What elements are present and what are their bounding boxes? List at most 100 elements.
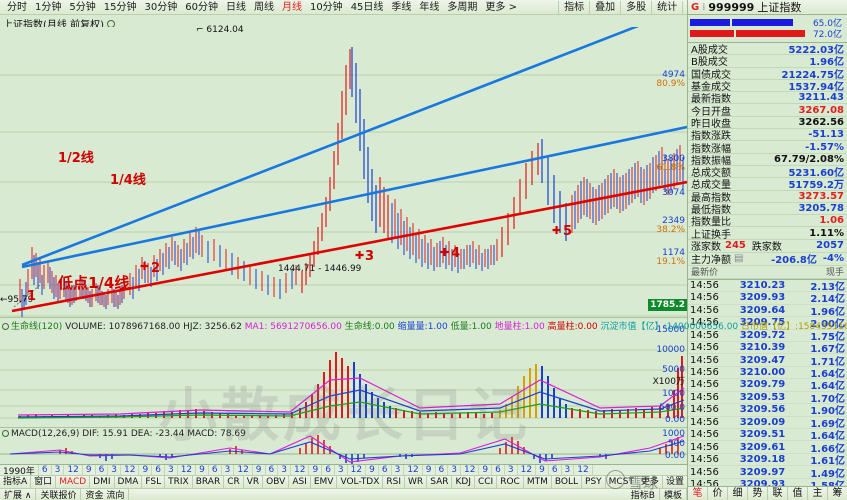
quote-tab-4[interactable]: 联 [768,487,788,500]
indicator-tab-20[interactable]: MTM [524,476,552,488]
indicator-tab-6[interactable]: TRIX [165,476,193,488]
indicator-tab-14[interactable]: RSI [383,476,406,488]
indicator-tab-16[interactable]: SAR [427,476,453,488]
net-flow-row: 主力净额 ▤ -206.8亿 -4% [688,253,847,266]
period-10[interactable]: 45日线 [350,1,384,13]
period-5[interactable]: 60分钟 [185,1,218,13]
quote-tab-3[interactable]: 势 [748,487,768,500]
indicator-tab-21[interactable]: BOLL [552,476,583,488]
tick-row-12[interactable]: 14:56 3209.51 1.64亿 [688,429,847,442]
status-right-0[interactable]: 指标B [627,488,660,500]
tick-qty-14: 1.61亿 [810,456,845,468]
quote-tab-0[interactable]: 笔 [688,487,708,500]
quote-tab-2[interactable]: 细 [728,487,748,500]
status-item-1[interactable]: 关联报价 [36,488,82,500]
tick-row-3[interactable]: 14:56 3209.75 2.00亿 [688,317,847,330]
quote-tab-7[interactable]: 筹 [828,487,847,500]
indicator-tab-24[interactable]: 更多 [638,476,663,488]
time-axis-tick-26: 3 [392,465,405,475]
quote-panel: G ⁞ 999999 上证指数 65.0亿 72.0亿 A股成交 5222.03亿… [687,0,847,500]
time-axis-tick-35: 12 [518,465,537,475]
quote-tab-1[interactable]: 价 [708,487,728,500]
tick-list[interactable]: 14:56 3210.23 2.13亿 14:56 3209.93 2.14亿 14:56 3… [688,278,847,500]
period-6[interactable]: 日线 [225,1,246,13]
macd-panel[interactable]: MACD(12,26,9) DIF: 15.91 DEA: -23.44 MAC… [0,427,687,464]
tick-row-5[interactable]: 14:56 3210.39 1.67亿 [688,342,847,355]
wave-marker-5: 5 [563,224,573,239]
tick-row-1[interactable]: 14:56 3209.93 2.14亿 [688,292,847,305]
panel-toggle-icon[interactable] [2,323,9,330]
tick-time-3: 14:56 [690,317,719,329]
tick-row-8[interactable]: 14:56 3209.79 1.64亿 [688,379,847,392]
period-11[interactable]: 季线 [391,1,412,13]
indicator-tab-0[interactable]: 指标A [0,476,32,488]
tick-price-6: 3209.47 [739,354,786,366]
quote-tab-6[interactable]: 主 [808,487,828,500]
indicator-tab-10[interactable]: OBV [263,476,290,488]
tick-row-2[interactable]: 14:56 3209.64 1.96亿 [688,305,847,318]
tick-row-10[interactable]: 14:56 3209.56 1.90亿 [688,404,847,417]
indicator-tab-19[interactable]: ROC [497,476,524,488]
tool-0[interactable]: 指标 [558,0,591,14]
tick-row-13[interactable]: 14:56 3209.61 1.66亿 [688,441,847,455]
indicator-tab-12[interactable]: EMV [311,476,338,488]
tick-time-13: 14:56 [690,441,719,453]
stat-value-12: 3273.57 [798,190,844,202]
time-axis-tick-6: 3 [108,465,122,475]
indicator-tab-3[interactable]: DMI [90,476,115,488]
quote-tab-5[interactable]: 值 [788,487,808,500]
tick-row-0[interactable]: 14:56 3210.23 2.13亿 [688,280,847,293]
period-12[interactable]: 年线 [419,1,440,13]
period-2[interactable]: 5分钟 [69,1,96,13]
tick-row-15[interactable]: 14:56 3209.97 1.49亿 [688,466,847,480]
indicator-tab-1[interactable]: 窗口 [31,476,57,488]
period-13[interactable]: 多周期 [447,1,478,13]
status-right-1[interactable]: 模板 [660,488,687,500]
blue-bar-label: 65.0亿 [812,18,842,29]
stat-value-2: 21224.75亿 [781,69,844,81]
indicator-tab-17[interactable]: KDJ [452,476,475,488]
volume-panel[interactable]: 生命线(120) VOLUME: 1078967168.00 HJZ: 3256… [0,317,847,427]
indicator-tab-23[interactable]: MCST [606,476,638,488]
period-3[interactable]: 15分钟 [103,1,137,13]
indicator-tab-9[interactable]: VR [244,476,264,488]
indicator-tab-25[interactable]: 设置 [663,476,687,488]
indicator-tab-22[interactable]: PSY [582,476,606,488]
indicator-tab-18[interactable]: CCI [475,476,498,488]
indicator-tab-11[interactable]: ASI [289,476,311,488]
tick-row-11[interactable]: 14:56 3209.09 1.69亿 [688,417,847,430]
tick-qty-6: 1.71亿 [810,356,845,368]
tick-time-14: 14:56 [690,454,719,466]
tick-row-6[interactable]: 14:56 3209.47 1.71亿 [688,354,847,368]
indicator-tab-4[interactable]: DMA [115,476,143,488]
period-4[interactable]: 30分钟 [144,1,178,13]
tool-1[interactable]: 叠加 [590,0,622,14]
status-item-2[interactable]: 资金 流向 [81,488,130,500]
status-item-0[interactable]: 扩展 ∧ [0,488,37,500]
period-1[interactable]: 1分钟 [35,1,62,13]
period-8[interactable]: 月线 [281,1,302,13]
indicator-tab-7[interactable]: BRAR [193,476,225,488]
indicator-tab-13[interactable]: VOL-TDX [337,476,384,488]
tick-row-9[interactable]: 14:56 3209.53 1.70亿 [688,392,847,405]
indicator-tab-5[interactable]: FSL [142,476,166,488]
marker-2-arrow-icon: ✚ [140,260,150,273]
tick-row-14[interactable]: 14:56 3209.18 1.61亿 [688,454,847,468]
period-0[interactable]: 分时 [7,1,27,13]
period-9[interactable]: 10分钟 [309,1,343,13]
time-axis-tick-3: 12 [64,465,83,475]
price-chart[interactable]: ⌐ 6124.04 ←95.79 1/2线 1/4线 低点1/4线 1444.7… [0,25,687,317]
tick-qty-13: 1.66亿 [810,443,845,455]
tool-3[interactable]: 统计 [652,0,684,14]
tick-row-4[interactable]: 14:56 3209.72 1.75亿 [688,330,847,343]
stat-key-10: 总成交额 [691,168,731,180]
macd-toggle-icon[interactable] [2,430,9,437]
tool-2[interactable]: 多股 [621,0,653,14]
indicator-tab-2[interactable]: MACD [56,476,91,488]
tick-row-7[interactable]: 14:56 3210.00 1.64亿 [688,367,847,380]
time-axis-tick-34: 3 [505,465,518,475]
indicator-tab-15[interactable]: WR [405,476,428,488]
period-7[interactable]: 周线 [253,1,274,13]
indicator-tab-8[interactable]: CR [224,476,244,488]
period-14[interactable]: 更多 > [485,1,517,13]
